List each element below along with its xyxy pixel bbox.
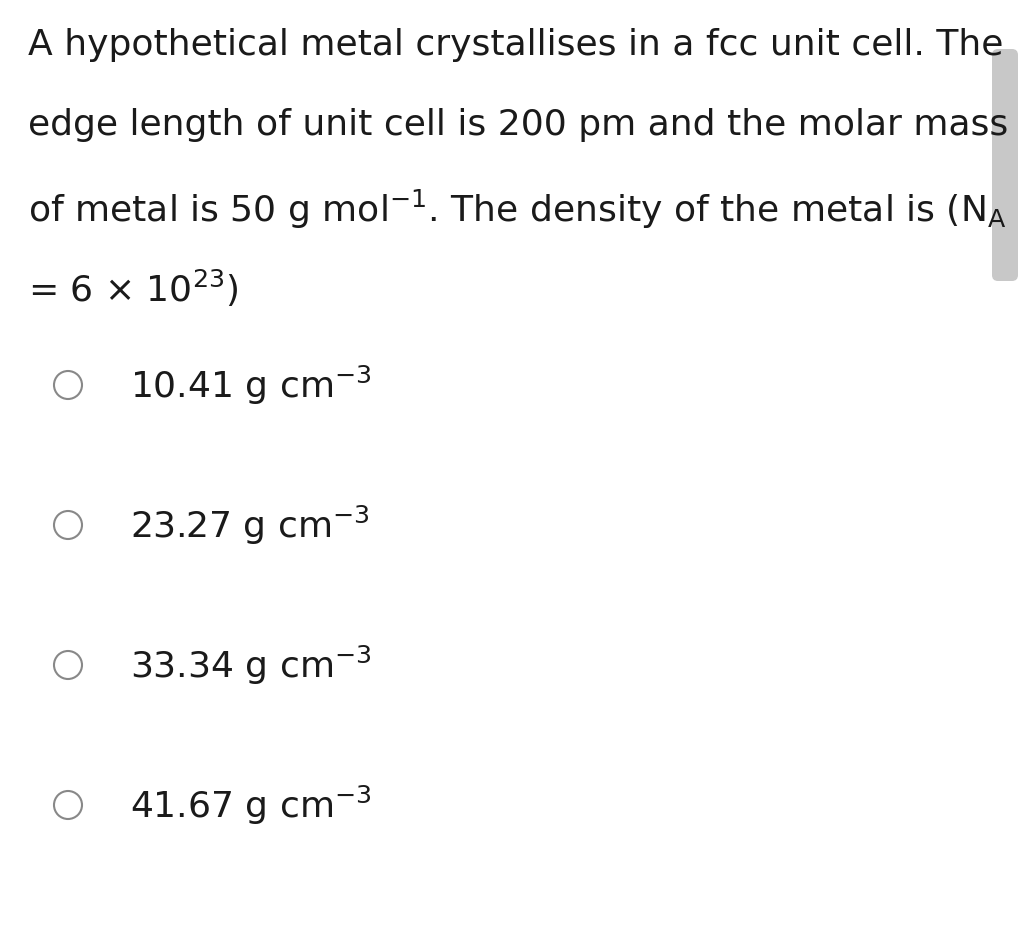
Text: 10.41 g cm$^{-3}$: 10.41 g cm$^{-3}$ (130, 363, 372, 407)
Text: 41.67 g cm$^{-3}$: 41.67 g cm$^{-3}$ (130, 783, 372, 827)
Text: A hypothetical metal crystallises in a fcc unit cell. The: A hypothetical metal crystallises in a f… (28, 28, 1004, 62)
Text: 33.34 g cm$^{-3}$: 33.34 g cm$^{-3}$ (130, 644, 372, 686)
Text: 23.27 g cm$^{-3}$: 23.27 g cm$^{-3}$ (130, 503, 370, 547)
Text: of metal is 50 g mol$^{-1}$. The density of the metal is (N$_\mathrm{A}$: of metal is 50 g mol$^{-1}$. The density… (28, 188, 1007, 231)
FancyBboxPatch shape (992, 49, 1018, 281)
Text: = 6 $\times$ 10$^{23}$): = 6 $\times$ 10$^{23}$) (28, 268, 239, 309)
Text: edge length of unit cell is 200 pm and the molar mass: edge length of unit cell is 200 pm and t… (28, 108, 1009, 142)
